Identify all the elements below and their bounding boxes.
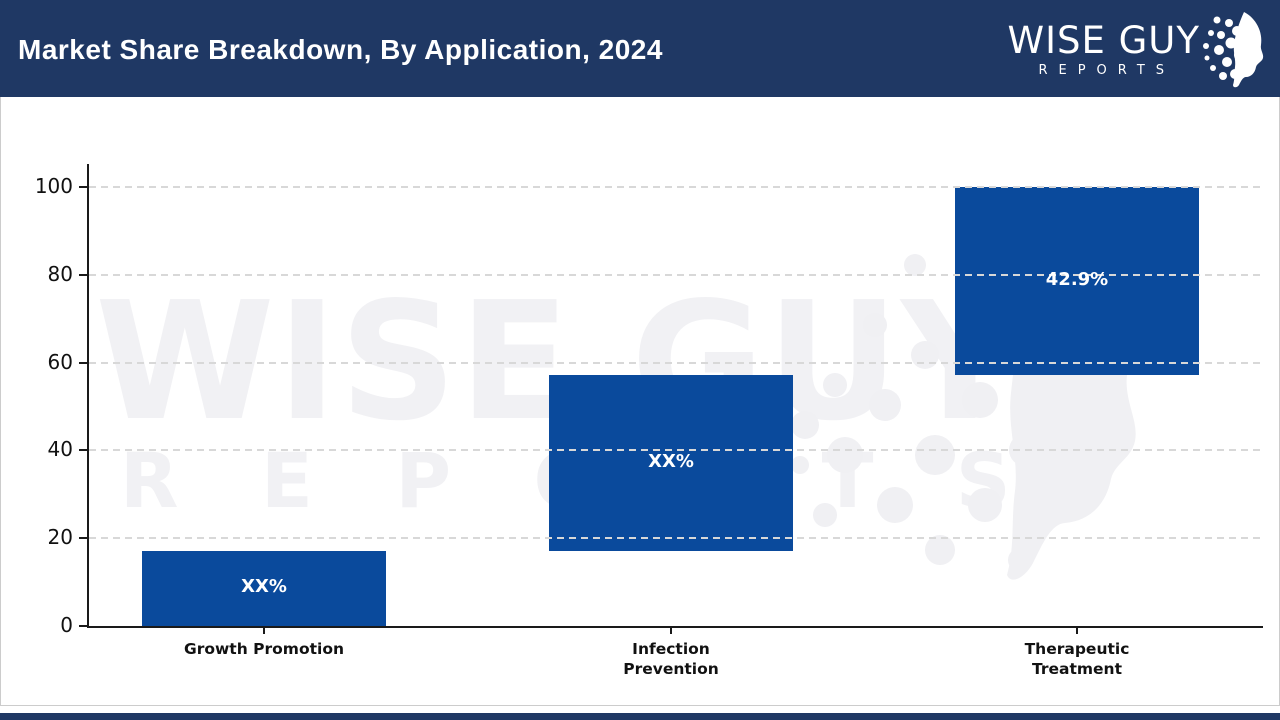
- x-category-label-line: Infection: [632, 640, 710, 658]
- y-tick-mark: [79, 625, 87, 627]
- x-category-label: Therapeutic Treatment: [937, 639, 1217, 679]
- gridline: [89, 361, 1263, 364]
- bar-value-label: 42.9%: [1045, 269, 1109, 291]
- y-tick-mark: [79, 361, 87, 364]
- x-category-label: Infection Prevention: [531, 639, 811, 679]
- y-tick-label: 80: [47, 261, 73, 286]
- logo-wiseguy-label: WISE GUY: [1007, 18, 1200, 62]
- y-tick-mark: [79, 186, 87, 188]
- bar: [955, 187, 1199, 376]
- x-tick-mark: [1076, 626, 1078, 634]
- x-axis: [87, 626, 1263, 628]
- x-category-label-line: Prevention: [623, 660, 719, 678]
- brand-logo: WISE GUY REPORTS: [1008, 8, 1264, 88]
- y-tick-mark: [79, 449, 87, 452]
- y-tick-mark: [79, 537, 87, 540]
- y-tick-label: 60: [47, 349, 73, 374]
- chart-title: Market Share Breakdown, By Application, …: [18, 34, 663, 65]
- footer-bar: [0, 713, 1280, 720]
- y-tick-label: 20: [47, 525, 73, 550]
- bar: [142, 550, 386, 626]
- logo-reports-label: REPORTS: [1038, 62, 1176, 78]
- bar: [549, 375, 793, 551]
- x-category-label: Growth Promotion: [124, 639, 404, 659]
- header-bar: Market Share Breakdown, By Application, …: [0, 0, 1280, 97]
- x-category-label-line: Growth Promotion: [183, 640, 345, 658]
- bar-value-label: XX%: [648, 451, 694, 473]
- gridline: [89, 537, 1263, 540]
- gridline: [89, 449, 1263, 452]
- y-tick-label: 0: [60, 613, 73, 637]
- gridline: [89, 273, 1263, 276]
- x-tick-mark: [263, 626, 265, 634]
- gridline: [89, 186, 1263, 188]
- y-tick-mark: [79, 273, 87, 276]
- logo-face-icon: [1203, 12, 1264, 88]
- x-tick-mark: [670, 626, 672, 634]
- x-category-label-line: Therapeutic: [1024, 640, 1130, 658]
- y-axis: [87, 164, 89, 628]
- y-tick-label: 40: [47, 437, 73, 462]
- bar-value-label: XX%: [241, 576, 287, 598]
- brand-logo-text: WISE GUY REPORTS: [1008, 19, 1200, 78]
- y-tick-label: 100: [34, 174, 73, 198]
- x-category-label-line: Treatment: [1031, 660, 1122, 678]
